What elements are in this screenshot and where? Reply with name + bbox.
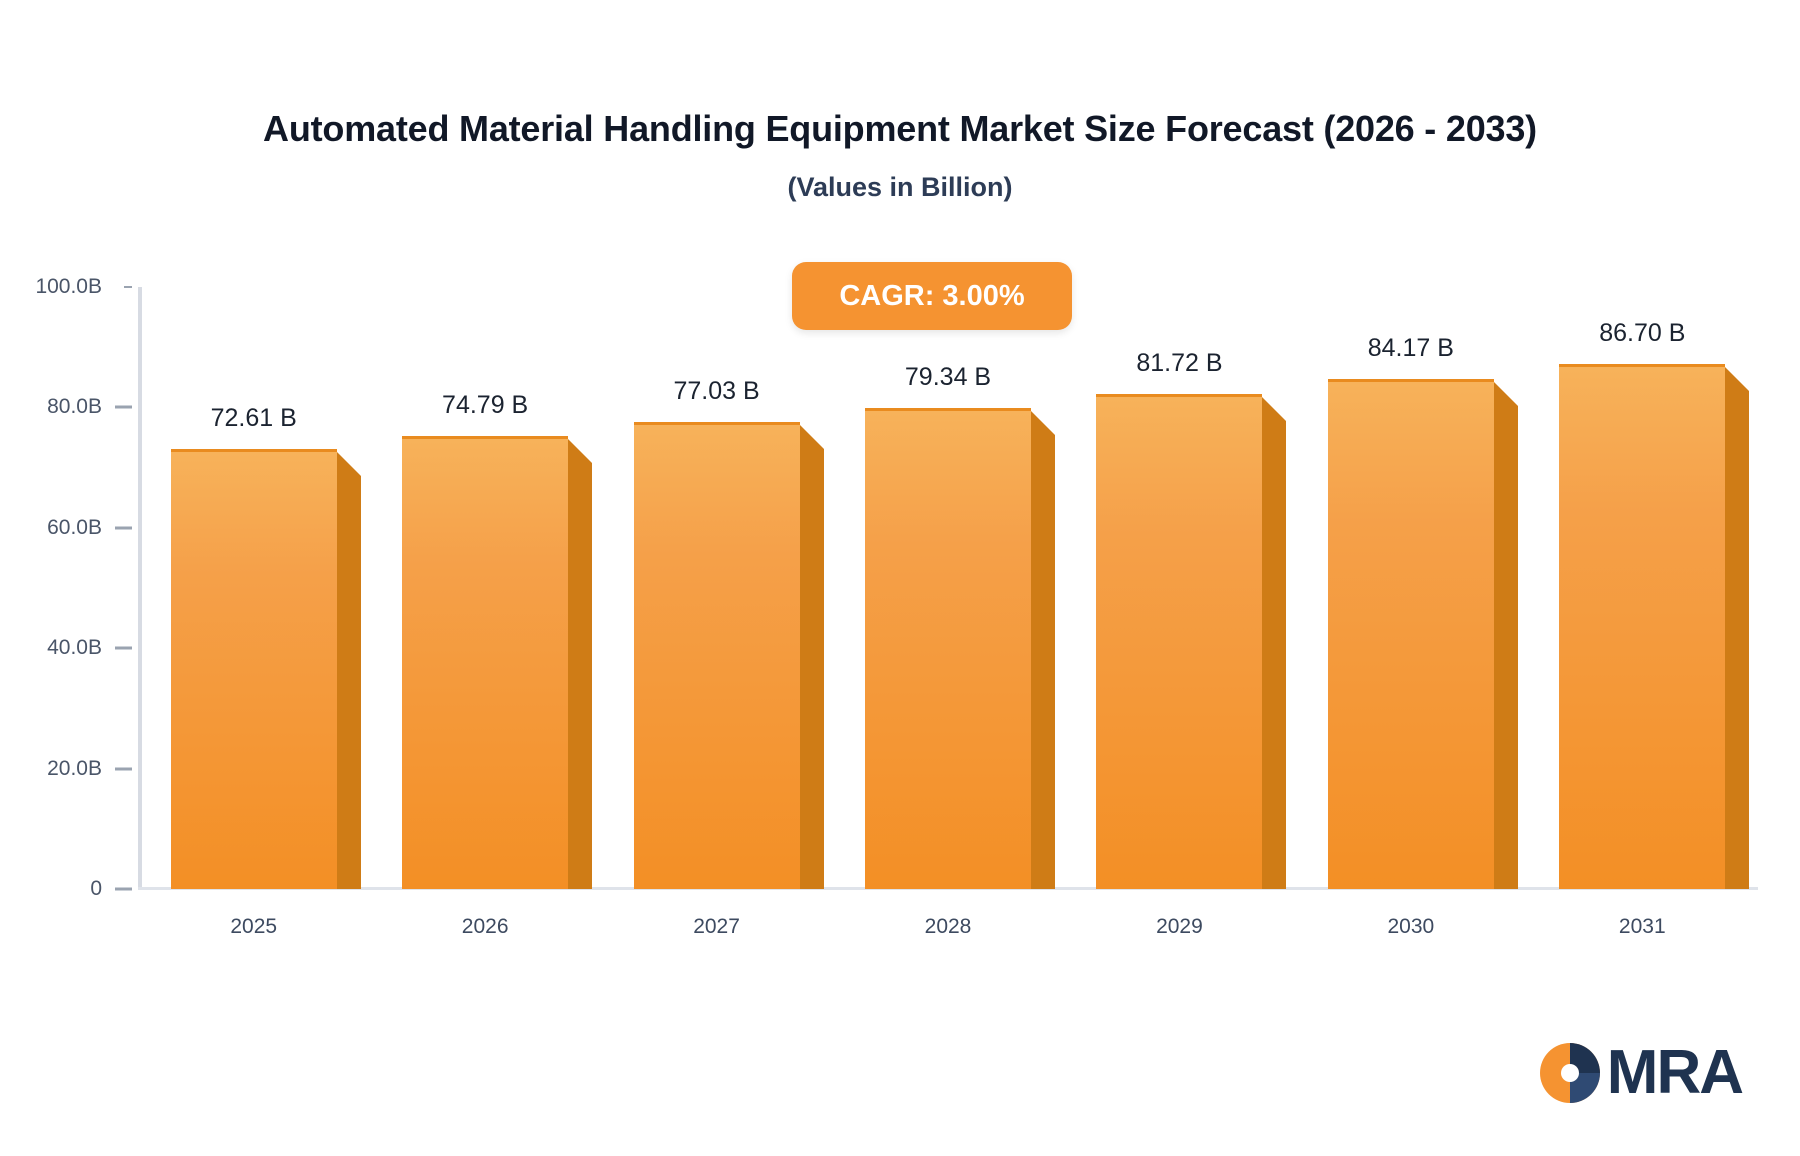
bar-value-label: 79.34 B <box>904 363 992 392</box>
y-tick-label: 0 <box>90 877 102 900</box>
bar-side-face <box>1493 406 1518 889</box>
x-tick-label: 2030 <box>1387 915 1435 938</box>
y-tick-label: 40.0B <box>47 636 102 660</box>
bar-top-face <box>336 451 385 476</box>
bar-front-face <box>170 448 337 889</box>
y-tick-dash <box>115 887 132 891</box>
bar-top-face <box>568 438 616 463</box>
bar <box>1096 394 1287 889</box>
bar-value-label: 86.70 B <box>1599 319 1686 348</box>
mra-logo: MRA <box>1539 1038 1744 1107</box>
bar-value-label: 77.03 B <box>673 377 760 406</box>
bar <box>865 408 1055 889</box>
bar <box>1327 379 1518 889</box>
cagr-badge: CAGR: 3.00% <box>792 262 1072 330</box>
bar-value-label: 84.17 B <box>1367 334 1454 363</box>
y-tick-label: 20.0B <box>47 756 102 780</box>
bar-side-face <box>1031 435 1055 889</box>
page-title: Automated Material Handling Equipment Ma… <box>263 108 1537 149</box>
bar-value-label: 74.79 B <box>442 390 529 419</box>
bar <box>1559 364 1750 889</box>
bar-value-label: 72.61 B <box>210 403 297 432</box>
bar-front-face <box>1096 394 1263 889</box>
y-tick-label: 60.0B <box>47 515 102 539</box>
y-tick-dash <box>115 767 132 771</box>
cagr-badge-label: CAGR: 3.00% <box>839 279 1025 312</box>
x-tick-label: 2025 <box>230 915 278 938</box>
x-tick-label: 2026 <box>461 915 509 938</box>
bar <box>170 448 361 889</box>
logo-text: MRA <box>1606 1038 1744 1107</box>
y-tick-dash <box>124 286 132 288</box>
bar-front-face <box>1327 379 1494 889</box>
bar-top-face <box>1031 411 1079 436</box>
bar-front-face <box>1559 364 1726 889</box>
bar-top-face <box>1262 397 1310 422</box>
plot-area: 72.61 B 74.79 B 77.03 B 79.34 B 81.72 B 84.17… <box>138 287 1758 890</box>
bar <box>402 435 593 889</box>
x-tick-label: 2027 <box>693 915 740 938</box>
bar-side-face <box>1725 391 1750 889</box>
bar-front-face <box>633 422 800 889</box>
chart-subtitle: (Values in Billion) <box>787 172 1013 202</box>
bar-front-face <box>402 435 569 889</box>
bar-top-face <box>1493 382 1542 407</box>
y-axis-spine <box>138 287 142 889</box>
bar-value-label: 81.72 B <box>1136 349 1223 378</box>
bar-side-face <box>1262 421 1287 889</box>
bar-side-face <box>799 449 824 889</box>
y-tick-dash <box>115 526 132 530</box>
x-tick-label: 2028 <box>924 915 972 938</box>
y-tick-label: 100.0B <box>35 275 102 298</box>
y-tick-dash <box>115 405 132 409</box>
bar-top-face <box>1725 367 1773 392</box>
y-tick-dash <box>115 646 132 650</box>
bar-top-face <box>799 425 848 450</box>
bar <box>633 422 824 889</box>
x-tick-label: 2031 <box>1618 915 1666 938</box>
bar-front-face <box>865 408 1031 889</box>
bar-side-face <box>568 462 593 889</box>
y-tick-label: 80.0B <box>47 395 102 419</box>
bar-side-face <box>336 475 361 889</box>
pie-chart-icon <box>1539 1042 1601 1104</box>
x-tick-label: 2029 <box>1156 915 1203 938</box>
